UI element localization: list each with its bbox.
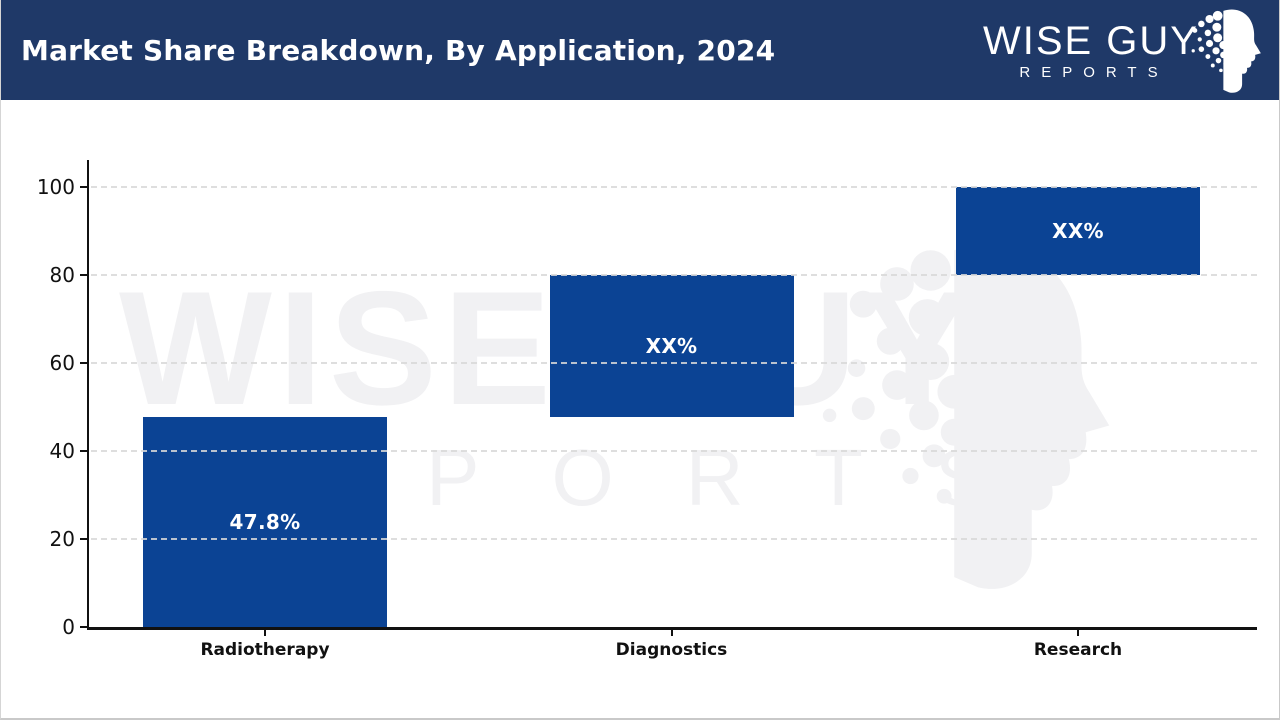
header: Market Share Breakdown, By Application, … (1, 0, 1279, 100)
gridline (91, 450, 1257, 452)
y-axis-spine (87, 160, 89, 630)
gridline (91, 362, 1257, 364)
y-axis-tick-label: 100 (36, 175, 75, 199)
bar-research: XX% (956, 187, 1200, 275)
x-axis-spine (87, 627, 1257, 630)
x-axis-category-label: Radiotherapy (200, 640, 330, 660)
y-axis-tick (80, 450, 88, 452)
logo-wordmark: WISE GUY (982, 18, 1199, 63)
x-axis-tick (670, 629, 673, 636)
bar-radiotherapy: 47.8% (143, 416, 387, 627)
y-axis-tick (80, 362, 88, 364)
y-axis-tick (80, 626, 88, 628)
bar-value-label: XX% (645, 333, 698, 358)
gridline (91, 538, 1257, 540)
bar-diagnostics: XX% (549, 275, 794, 417)
y-axis-tick-label: 60 (49, 351, 75, 375)
x-axis-tick (264, 629, 266, 636)
x-axis-category-label: Diagnostics (615, 640, 728, 660)
brand-logo-text: WISE GUY REPORTS (983, 21, 1199, 80)
bar-value-label: XX% (1052, 219, 1104, 243)
chart-title: Market Share Breakdown, By Application, … (21, 33, 776, 67)
y-axis-tick-label: 40 (49, 439, 75, 463)
y-axis-tick (80, 538, 88, 540)
bar-value-label: 47.8% (229, 509, 301, 534)
logo-subtext: REPORTS (1019, 63, 1169, 81)
y-axis-tick (80, 274, 88, 276)
x-axis-category-label: Research (1033, 640, 1123, 660)
x-axis-tick (1077, 629, 1079, 636)
y-axis-tick-label: 0 (62, 615, 75, 639)
y-axis-tick (80, 186, 88, 188)
watermark-wordmark: WISE GUY (119, 258, 978, 439)
y-axis-tick-label: 20 (49, 527, 75, 551)
y-axis-tick-label: 80 (49, 263, 75, 287)
brand-logo: WISE GUY REPORTS (983, 6, 1265, 94)
gridline (91, 186, 1257, 188)
gridline (91, 274, 1257, 276)
